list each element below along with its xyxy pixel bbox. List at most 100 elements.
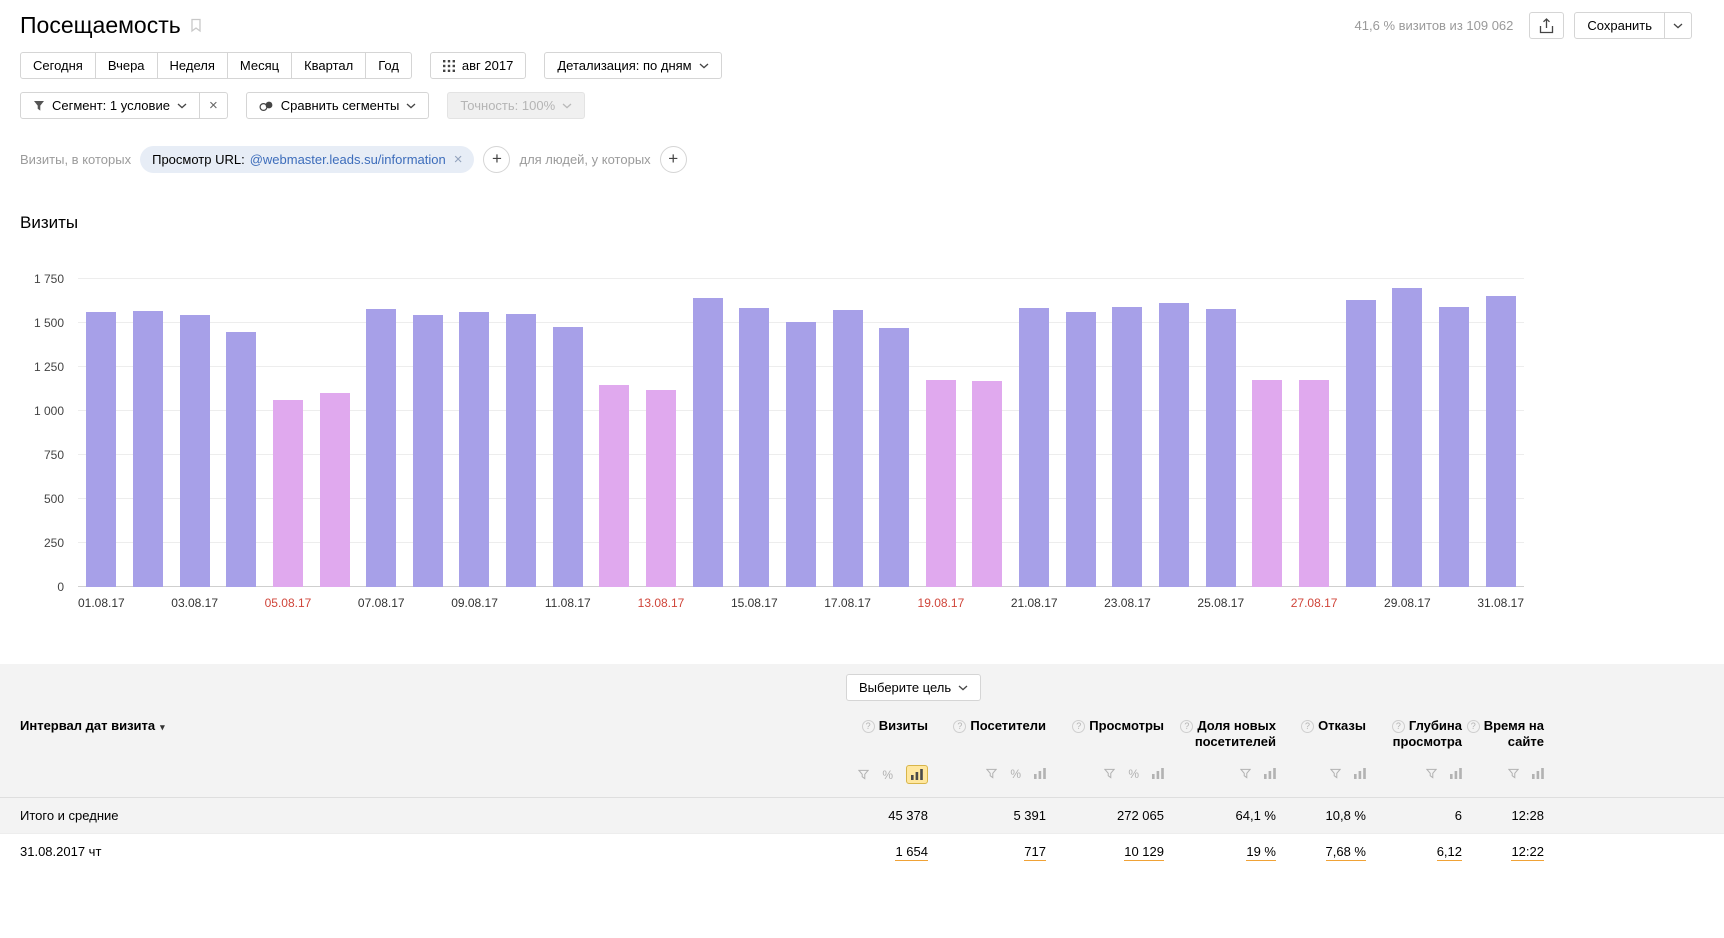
detail-button[interactable]: Детализация: по дням (544, 52, 722, 79)
bar-13-08-17[interactable] (646, 389, 676, 587)
help-icon[interactable]: ? (1466, 719, 1480, 733)
bar-slot (1384, 279, 1431, 587)
metric-value[interactable]: 1 654 (895, 844, 928, 861)
table-icons-row: %%% (0, 750, 1724, 798)
filter-icon[interactable] (986, 768, 998, 779)
filter-icon[interactable] (1426, 768, 1437, 779)
metric-value[interactable]: 19 % (1246, 844, 1276, 861)
bar-chart-icon[interactable] (1354, 768, 1366, 780)
bar-28-08-17[interactable] (1345, 300, 1376, 587)
date-interval-header[interactable]: Интервал дат визита ▾ (0, 703, 840, 750)
bar-09-08-17[interactable] (459, 312, 490, 587)
save-dropdown-button[interactable] (1665, 12, 1692, 39)
bar-18-08-17[interactable] (879, 328, 910, 587)
bar-chart-icon[interactable] (1152, 768, 1164, 780)
bar-07-08-17[interactable] (366, 308, 397, 587)
help-icon[interactable]: ? (1391, 719, 1405, 733)
add-visit-condition-button[interactable]: + (483, 146, 511, 173)
period-button-3[interactable]: Месяц (226, 52, 293, 79)
bar-chart-icon[interactable] (906, 765, 928, 784)
bar-14-08-17[interactable] (692, 298, 723, 587)
url-filter-chip[interactable]: Просмотр URL: @webmaster.leads.su/inform… (140, 146, 475, 173)
bar-25-08-17[interactable] (1205, 308, 1236, 587)
bar-slot (1291, 279, 1338, 587)
bookmark-icon[interactable] (190, 18, 202, 33)
bar-06-08-17[interactable] (319, 393, 350, 587)
bar-chart-icon[interactable] (1532, 768, 1544, 780)
bar-17-08-17[interactable] (832, 309, 863, 587)
period-button-0[interactable]: Сегодня (20, 52, 96, 79)
help-icon[interactable]: ? (1180, 719, 1194, 733)
bar-16-08-17[interactable] (785, 322, 816, 587)
segment-clear-button[interactable]: × (198, 92, 228, 119)
compare-segments-button[interactable]: Сравнить сегменты (245, 92, 430, 119)
bar-slot (404, 279, 451, 587)
metric-value[interactable]: 717 (1024, 844, 1046, 861)
metric-value: 45 378 (888, 808, 928, 823)
bar-08-08-17[interactable] (412, 315, 443, 587)
bar-29-08-17[interactable] (1392, 287, 1423, 587)
period-button-5[interactable]: Год (365, 52, 412, 79)
bar-03-08-17[interactable] (179, 315, 210, 587)
accuracy-button[interactable]: Точность: 100% (447, 92, 586, 119)
bar-21-08-17[interactable] (1019, 308, 1050, 587)
bar-chart-icon[interactable] (1450, 768, 1462, 780)
export-button[interactable] (1529, 12, 1565, 39)
column-icons-5 (1366, 750, 1462, 798)
bar-24-08-17[interactable] (1159, 302, 1190, 587)
bar-19-08-17[interactable] (925, 380, 956, 587)
metric-value[interactable]: 10 129 (1124, 844, 1164, 861)
segment-button[interactable]: Сегмент: 1 условие (20, 92, 200, 119)
bar-11-08-17[interactable] (552, 327, 583, 587)
filter-icon[interactable] (1240, 768, 1251, 779)
filter-icon[interactable] (1104, 768, 1116, 779)
period-group: Сегодня Вчера Неделя Месяц Квартал Год (20, 52, 412, 79)
x-tick-label: 27.08.17 (1290, 596, 1338, 610)
url-filter-link[interactable]: @webmaster.leads.su/information (249, 152, 446, 167)
help-icon[interactable]: ? (1301, 719, 1315, 733)
bar-20-08-17[interactable] (972, 381, 1003, 587)
metric-value[interactable]: 12:22 (1511, 844, 1544, 861)
bar-01-08-17[interactable] (86, 312, 117, 587)
page-title: Посещаемость (20, 12, 181, 38)
bar-chart-icon[interactable] (1264, 768, 1276, 780)
bar-26-08-17[interactable] (1252, 380, 1283, 587)
chip-remove-icon[interactable]: × (453, 151, 463, 168)
bar-04-08-17[interactable] (226, 331, 257, 587)
percent-icon[interactable]: % (1010, 766, 1021, 781)
filter-icon[interactable] (1330, 768, 1341, 779)
percent-icon[interactable]: % (882, 767, 893, 782)
save-button[interactable]: Сохранить (1574, 12, 1665, 39)
filter-icon[interactable] (858, 769, 870, 780)
add-people-condition-button[interactable]: + (659, 146, 687, 173)
bar-27-08-17[interactable] (1298, 380, 1329, 587)
bar-02-08-17[interactable] (132, 310, 163, 587)
period-button-2[interactable]: Неделя (156, 52, 228, 79)
filter-icon[interactable] (1508, 768, 1519, 779)
bar-22-08-17[interactable] (1065, 311, 1096, 587)
period-button-1[interactable]: Вчера (94, 52, 158, 79)
help-icon[interactable]: ? (953, 719, 967, 733)
bar-10-08-17[interactable] (506, 314, 537, 587)
percent-icon[interactable]: % (1128, 766, 1139, 781)
x-tick-label: 31.08.17 (1477, 596, 1525, 610)
bar-15-08-17[interactable] (739, 308, 770, 587)
period-button-4[interactable]: Квартал (291, 52, 367, 79)
goal-select-button[interactable]: Выберите цель (846, 674, 982, 701)
bar-30-08-17[interactable] (1438, 307, 1469, 587)
help-icon[interactable]: ? (1072, 719, 1086, 733)
metric-value[interactable]: 6,12 (1436, 844, 1462, 861)
bar-slot (1151, 279, 1198, 587)
help-icon[interactable]: ? (861, 719, 875, 733)
calendar-button[interactable]: авг 2017 (429, 52, 527, 79)
bar-slot (731, 279, 778, 587)
bar-05-08-17[interactable] (272, 400, 303, 587)
bar-31-08-17[interactable] (1485, 295, 1516, 587)
metric-value[interactable]: 7,68 % (1325, 844, 1366, 861)
column-label: Посетители (970, 718, 1046, 733)
bar-chart-icon[interactable] (1034, 768, 1046, 780)
bar-12-08-17[interactable] (599, 384, 630, 587)
bar-23-08-17[interactable] (1112, 307, 1143, 587)
y-tick-label: 1 500 (33, 316, 64, 330)
row-label[interactable]: 31.08.2017 чт (0, 833, 840, 869)
